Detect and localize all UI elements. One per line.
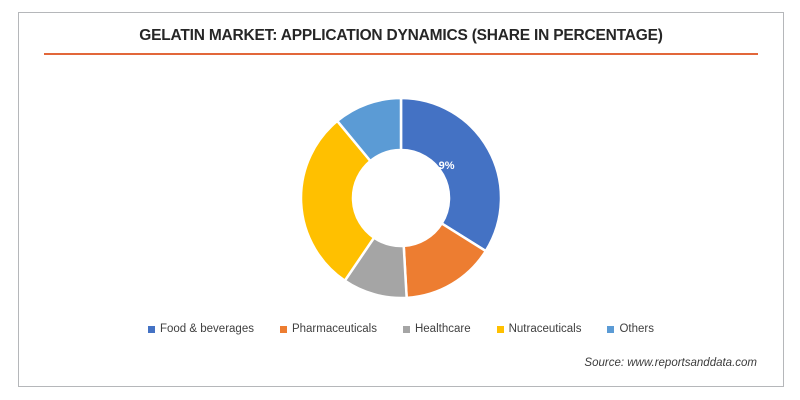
legend-item-label: Food & beverages — [159, 323, 254, 335]
donut-slice-food-beverages[interactable] — [399, 96, 503, 253]
title-divider — [44, 53, 758, 55]
donut-chart: 33.9% — [299, 96, 503, 300]
legend-swatch-icon — [279, 325, 287, 333]
donut-chart-area: 33.9% — [19, 78, 783, 318]
legend-swatch-icon — [147, 325, 155, 333]
legend-item-pharmaceuticals[interactable]: Pharmaceuticals — [279, 323, 377, 335]
legend-swatch-icon — [607, 325, 615, 333]
legend-item-food-beverages[interactable]: Food & beverages — [147, 323, 254, 335]
source-caption: Source: www.reportsanddata.com — [584, 357, 757, 369]
legend-item-label: Others — [619, 323, 654, 335]
chart-card: GELATIN MARKET: APPLICATION DYNAMICS (SH… — [18, 12, 784, 387]
legend-item-label: Pharmaceuticals — [291, 323, 377, 335]
slice-label-food-beverages: 33.9% — [423, 160, 454, 172]
legend-item-label: Nutraceuticals — [508, 323, 582, 335]
donut-slice-others[interactable] — [335, 96, 403, 163]
legend-swatch-icon — [496, 325, 504, 333]
page-title: GELATIN MARKET: APPLICATION DYNAMICS (SH… — [139, 27, 663, 44]
legend-swatch-icon — [402, 325, 410, 333]
donut-slice-nutraceuticals[interactable] — [299, 119, 376, 283]
legend-item-others[interactable]: Others — [607, 323, 654, 335]
legend-item-label: Healthcare — [414, 323, 471, 335]
legend-item-healthcare[interactable]: Healthcare — [402, 323, 471, 335]
legend-item-nutraceuticals[interactable]: Nutraceuticals — [496, 323, 582, 335]
chart-legend: Food & beverages Pharmaceuticals Healthcar… — [19, 323, 783, 335]
donut-slices — [299, 96, 503, 300]
